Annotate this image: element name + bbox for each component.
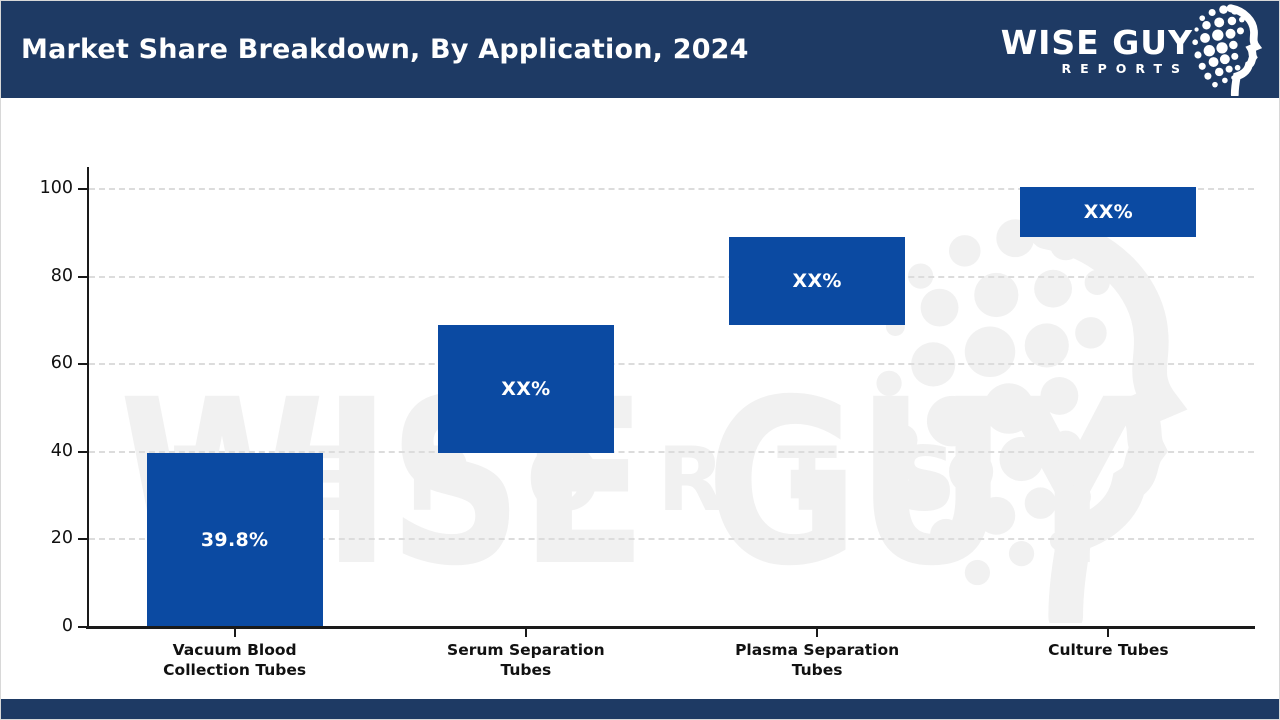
grid-line <box>89 363 1254 366</box>
y-tick-label: 80 <box>50 265 73 286</box>
bar-value-label: XX% <box>501 377 551 400</box>
y-tick-mark <box>78 450 87 453</box>
category-label: Vacuum Blood Collection Tubes <box>163 641 307 679</box>
bar-segment: XX% <box>1020 186 1197 238</box>
wiseguy-logo: WISE GUY REPORTS <box>1001 1 1271 98</box>
y-axis-spine <box>87 167 89 627</box>
wiseguy-head-icon <box>1192 4 1263 96</box>
logo-sub: REPORTS <box>1061 61 1189 76</box>
category-label: Plasma Separation Tubes <box>735 641 900 679</box>
y-tick-mark <box>78 538 87 541</box>
bar-value-label: XX% <box>792 269 842 292</box>
bar-segment: XX% <box>437 324 614 453</box>
header-bar: Market Share Breakdown, By Application, … <box>1 1 1279 98</box>
chart-area: WISE GUY REPORTS 0 20 40 60 80 100 39.8% Vacuum… <box>1 98 1279 701</box>
grid-line <box>89 275 1254 278</box>
bar-value-label: 39.8% <box>200 528 269 551</box>
y-tick-label: 0 <box>61 616 73 636</box>
grid-line <box>89 450 1254 453</box>
y-tick-label: 40 <box>50 440 73 461</box>
x-tick-mark <box>816 629 819 637</box>
x-tick-mark <box>233 629 236 637</box>
page-title: Market Share Breakdown, By Application, … <box>21 34 749 65</box>
y-tick-mark <box>78 275 87 278</box>
y-tick-label: 100 <box>39 177 73 198</box>
grid-line <box>89 538 1254 541</box>
category-label: Serum Separation Tubes <box>447 641 605 679</box>
y-tick-mark <box>78 363 87 366</box>
x-axis-line <box>86 626 1255 629</box>
bar-value-label: XX% <box>1083 200 1133 223</box>
x-tick-mark <box>1107 629 1110 637</box>
category-label: Culture Tubes <box>1048 641 1169 659</box>
x-tick-mark <box>524 629 527 637</box>
logo-name: WISE GUY <box>1000 23 1193 62</box>
plot-area: 0 20 40 60 80 100 39.8% Vacuum Blood Collection… <box>1 98 1279 701</box>
footer-bar <box>1 699 1279 719</box>
watermark-head-icon <box>876 214 1188 623</box>
bar-segment: 39.8% <box>146 452 323 627</box>
y-tick-mark <box>78 626 87 628</box>
y-tick-mark <box>78 187 87 190</box>
y-tick-label: 60 <box>50 353 73 374</box>
grid-line <box>89 187 1254 190</box>
y-tick-label: 20 <box>50 528 73 549</box>
bar-segment: XX% <box>729 237 906 325</box>
